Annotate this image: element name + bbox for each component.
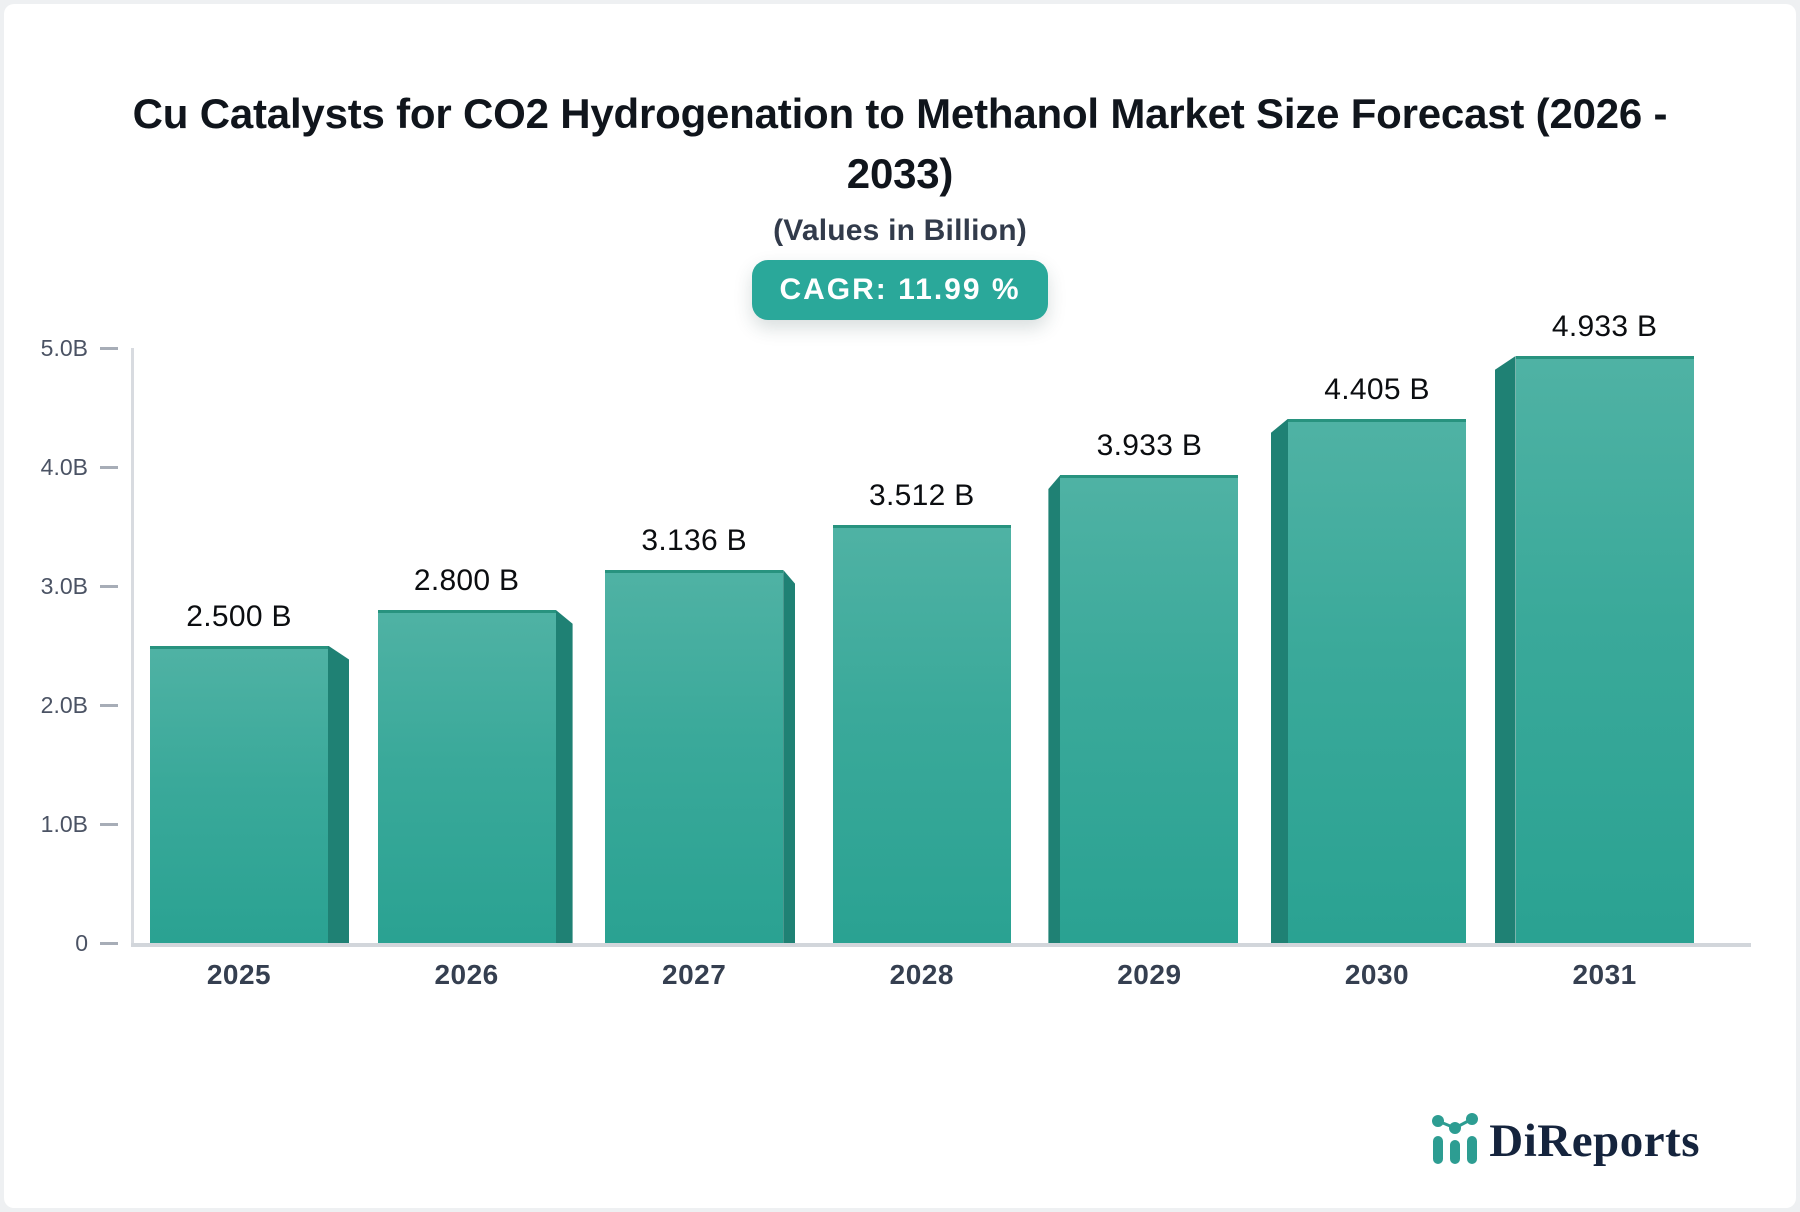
- bar-2030: [1288, 418, 1466, 943]
- y-tick-label: 3.0B: [40, 573, 88, 599]
- y-tick-mark: [100, 704, 118, 707]
- bar-value-label-2027: 3.136 B: [641, 523, 747, 557]
- y-tick-mark: [100, 585, 118, 588]
- cagr-badge-wrap: CAGR: 11.99 %: [0, 260, 1800, 320]
- bar-2028: [832, 525, 1011, 943]
- bar-side-face-2030: [1271, 418, 1288, 943]
- y-tick-mark: [100, 942, 118, 945]
- bar-value-label-2029: 3.933 B: [1096, 428, 1203, 462]
- bar-2025: [150, 645, 328, 943]
- y-tick-mark: [100, 466, 118, 469]
- x-axis-label-2027: 2027: [662, 959, 727, 990]
- y-tick-label: 0: [75, 930, 88, 956]
- x-axis-label-2029: 2029: [1117, 959, 1182, 990]
- chart-header: Cu Catalysts for CO2 Hydrogenation to Me…: [0, 84, 1800, 320]
- bar-side-face-2029: [1048, 474, 1061, 943]
- bar-value-label-2025: 2.500 B: [186, 599, 292, 633]
- bar-2027: [605, 569, 784, 943]
- y-tick-label: 1.0B: [40, 811, 88, 837]
- x-axis-label-2025: 2025: [206, 959, 272, 990]
- bar-side-face-2026: [555, 609, 573, 943]
- logo-text: DiReports: [1489, 1115, 1700, 1167]
- bar-2031: [1515, 355, 1694, 943]
- bar-value-label-2030: 4.405 B: [1324, 372, 1430, 406]
- y-tick-label: 2.0B: [40, 692, 88, 718]
- chart-subtitle: (Values in Billion): [773, 214, 1027, 247]
- bar-value-label-2026: 2.800 B: [413, 563, 520, 597]
- x-axis-line: [131, 943, 1751, 947]
- bar-value-label-2031: 4.933 B: [1551, 309, 1658, 343]
- x-axis-label-2030: 2030: [1344, 959, 1410, 990]
- bar-side-face-2025: [328, 645, 349, 943]
- y-axis-line: [131, 348, 134, 946]
- bar-side-face-2031: [1494, 355, 1516, 943]
- bar-2029: [1060, 474, 1239, 943]
- cagr-badge: CAGR: 11.99 %: [752, 260, 1048, 320]
- bar-value-label-2028: 3.512 B: [869, 479, 975, 513]
- y-tick-mark: [100, 347, 118, 350]
- direports-logo: DiReports: [1431, 1110, 1700, 1166]
- bar-side-face-2027: [783, 569, 796, 943]
- x-axis-label-2026: 2026: [434, 959, 499, 990]
- y-tick-label: 5.0B: [40, 335, 88, 361]
- bar-2026: [377, 609, 556, 943]
- y-tick-label: 4.0B: [40, 454, 88, 480]
- y-tick-mark: [100, 823, 118, 826]
- x-axis-label-2031: 2031: [1572, 959, 1637, 990]
- x-axis-label-2028: 2028: [889, 959, 954, 990]
- page-title-line-2: 2033): [846, 150, 954, 197]
- page-title-line-1: Cu Catalysts for CO2 Hydrogenation to Me…: [132, 90, 1668, 137]
- bar-chart-logo-icon: [1432, 1113, 1479, 1164]
